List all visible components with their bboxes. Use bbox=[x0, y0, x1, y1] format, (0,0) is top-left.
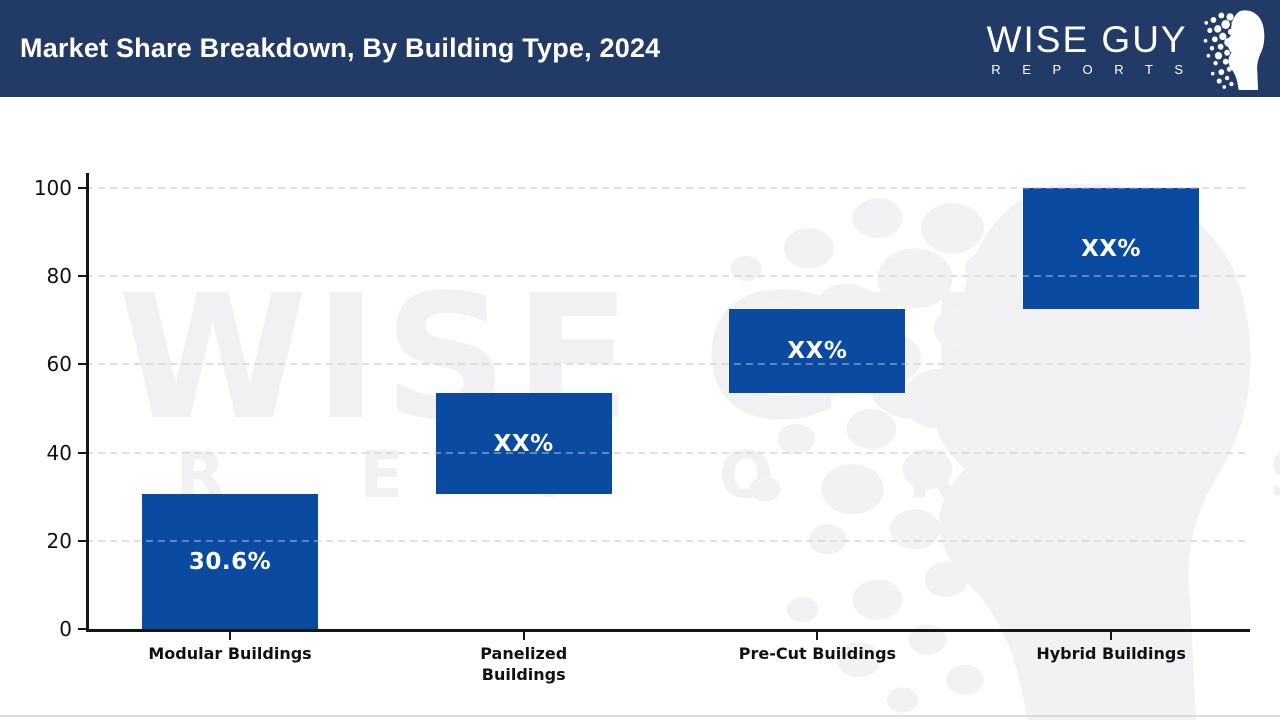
grid-line bbox=[86, 363, 1250, 366]
logo-text: WISE GUY R E P O R T S bbox=[982, 21, 1192, 77]
bar-value-label: XX% bbox=[493, 430, 554, 457]
x-category-label: Pre-Cut Buildings bbox=[738, 644, 897, 663]
y-axis-tick bbox=[78, 275, 86, 278]
bar-3: XX% bbox=[729, 309, 906, 394]
bar-value-label: 30.6% bbox=[188, 548, 272, 575]
x-axis-tick bbox=[229, 632, 231, 640]
x-axis-tick bbox=[1110, 632, 1113, 640]
x-axis-line bbox=[86, 629, 1250, 632]
grid-line bbox=[86, 539, 1250, 542]
bar-1: 30.6% bbox=[142, 494, 318, 629]
logo-wordmark: WISE GUY bbox=[986, 18, 1188, 60]
bar-value-label: XX% bbox=[1081, 235, 1142, 262]
grid-line bbox=[86, 187, 1250, 189]
x-category-label: Modular Buildings bbox=[148, 644, 312, 663]
y-axis-tick bbox=[78, 363, 86, 366]
y-axis-tick bbox=[78, 187, 86, 189]
y-tick-label: 20 bbox=[46, 528, 72, 553]
grid-line bbox=[86, 275, 1250, 278]
bar-value-label: XX% bbox=[787, 338, 848, 365]
grid-line bbox=[86, 187, 1250, 189]
wise-guy-logo: WISE GUY R E P O R T S bbox=[982, 8, 1266, 90]
bar-4: XX% bbox=[1023, 188, 1200, 310]
y-tick-label: 40 bbox=[46, 440, 72, 465]
grid-line bbox=[86, 539, 1250, 542]
chart-title: Market Share Breakdown, By Building Type… bbox=[20, 33, 661, 63]
grid-line bbox=[86, 451, 1250, 454]
y-axis-line bbox=[86, 173, 89, 632]
y-axis-tick bbox=[78, 628, 86, 630]
bar-2: XX% bbox=[435, 393, 612, 495]
y-tick-label: 80 bbox=[46, 264, 72, 289]
x-axis-tick bbox=[816, 632, 819, 640]
x-category-label: Panelized Buildings bbox=[480, 644, 568, 684]
grid-line bbox=[86, 363, 1250, 366]
footer-divider bbox=[0, 715, 1280, 717]
grid-line bbox=[86, 451, 1250, 454]
y-axis-tick bbox=[78, 451, 86, 454]
y-tick-label: 100 bbox=[33, 176, 72, 200]
y-tick-label: 60 bbox=[46, 352, 72, 377]
x-axis-tick bbox=[522, 632, 525, 640]
y-axis-tick bbox=[78, 539, 86, 542]
x-category-label: Hybrid Buildings bbox=[1036, 644, 1186, 663]
grid-line bbox=[86, 275, 1250, 278]
logo-subtext: R E P O R T S bbox=[991, 61, 1192, 77]
y-tick-label: 0 bbox=[59, 617, 72, 641]
header-bar: Market Share Breakdown, By Building Type… bbox=[0, 0, 1280, 97]
